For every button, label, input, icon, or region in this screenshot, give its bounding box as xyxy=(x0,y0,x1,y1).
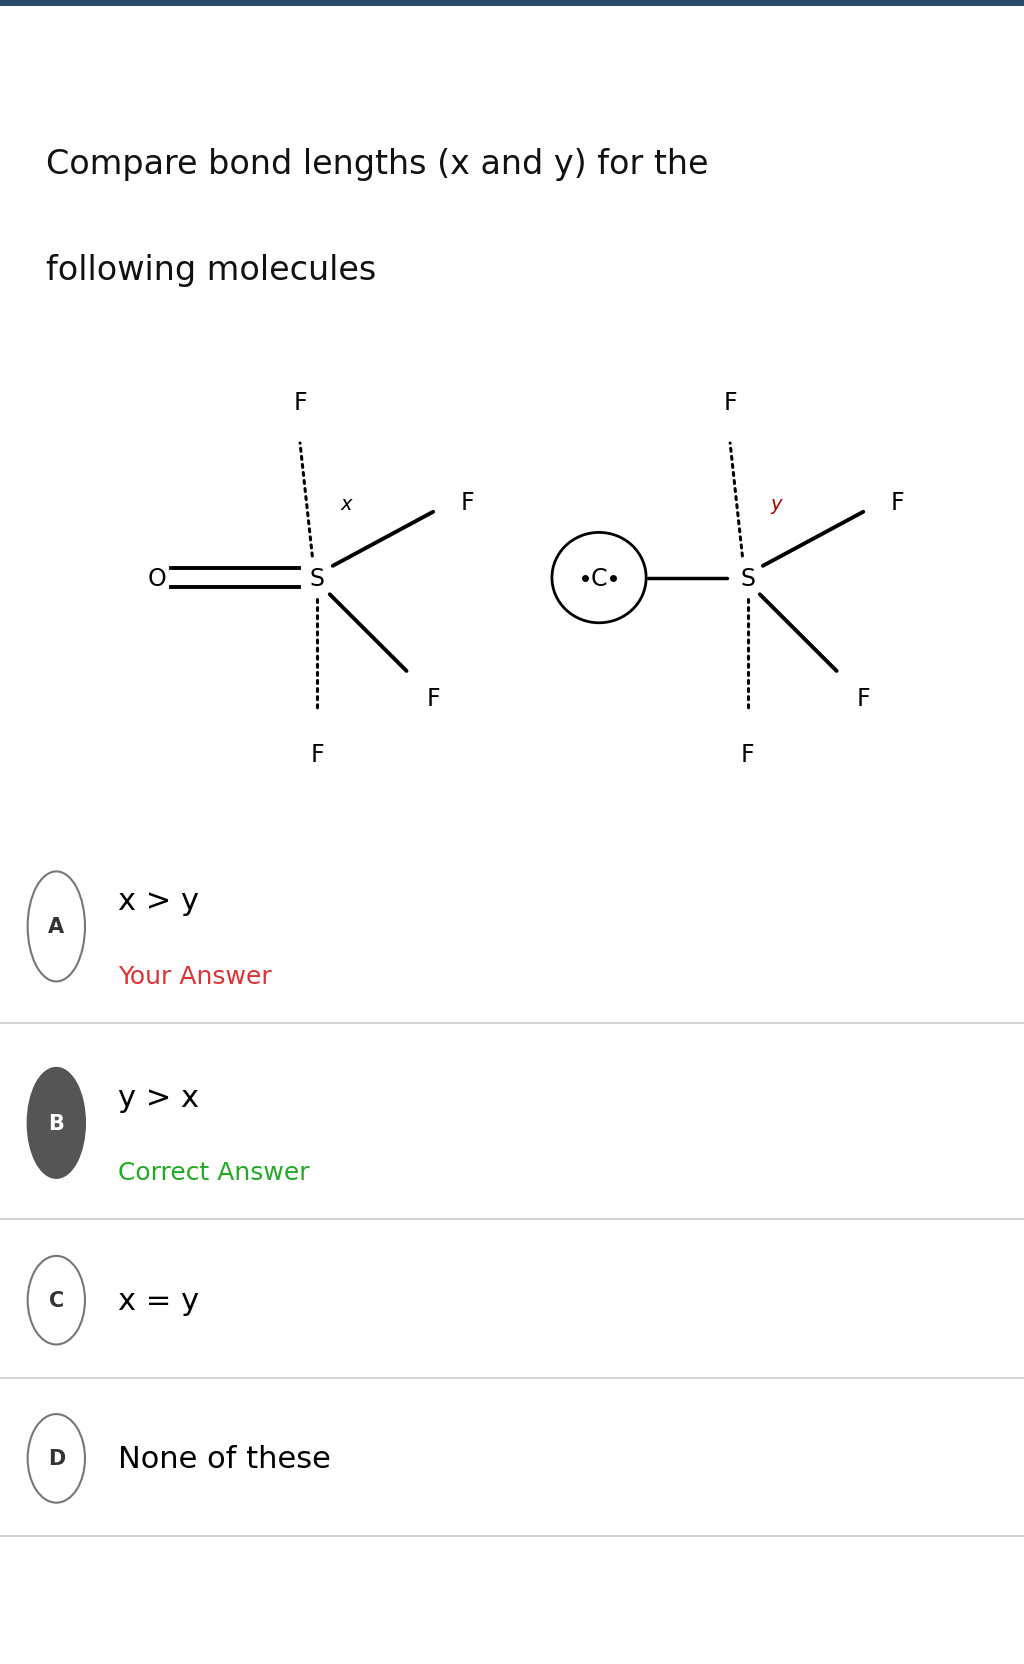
Text: F: F xyxy=(740,742,755,765)
Text: B: B xyxy=(48,1113,65,1133)
Text: y: y xyxy=(770,496,782,514)
Text: F: F xyxy=(857,686,870,711)
Text: following molecules: following molecules xyxy=(46,253,377,286)
Text: x = y: x = y xyxy=(118,1286,199,1315)
Text: None of these: None of these xyxy=(118,1444,331,1473)
Circle shape xyxy=(28,1414,85,1503)
Text: Your Answer: Your Answer xyxy=(118,963,271,988)
Text: S: S xyxy=(740,566,755,591)
Text: Q.15   SINGLE CHOICE: Q.15 SINGLE CHOICE xyxy=(46,45,371,72)
Text: Compare bond lengths (x and y) for the: Compare bond lengths (x and y) for the xyxy=(46,148,709,181)
Text: F: F xyxy=(293,391,307,414)
Text: D: D xyxy=(48,1448,65,1469)
Text: Correct Answer: Correct Answer xyxy=(118,1160,309,1185)
Text: O: O xyxy=(147,566,166,591)
Circle shape xyxy=(28,1068,85,1178)
Text: y > x: y > x xyxy=(118,1083,199,1112)
Text: C: C xyxy=(49,1290,63,1311)
Text: C: C xyxy=(591,566,607,591)
Text: S: S xyxy=(310,566,325,591)
Text: F: F xyxy=(891,491,904,514)
Text: F: F xyxy=(427,686,440,711)
Text: A: A xyxy=(48,917,65,937)
Text: F: F xyxy=(723,391,737,414)
Text: x: x xyxy=(340,496,352,514)
Text: F: F xyxy=(461,491,474,514)
Text: F: F xyxy=(310,742,325,765)
Text: x > y: x > y xyxy=(118,887,199,915)
Circle shape xyxy=(28,872,85,982)
Circle shape xyxy=(28,1256,85,1345)
